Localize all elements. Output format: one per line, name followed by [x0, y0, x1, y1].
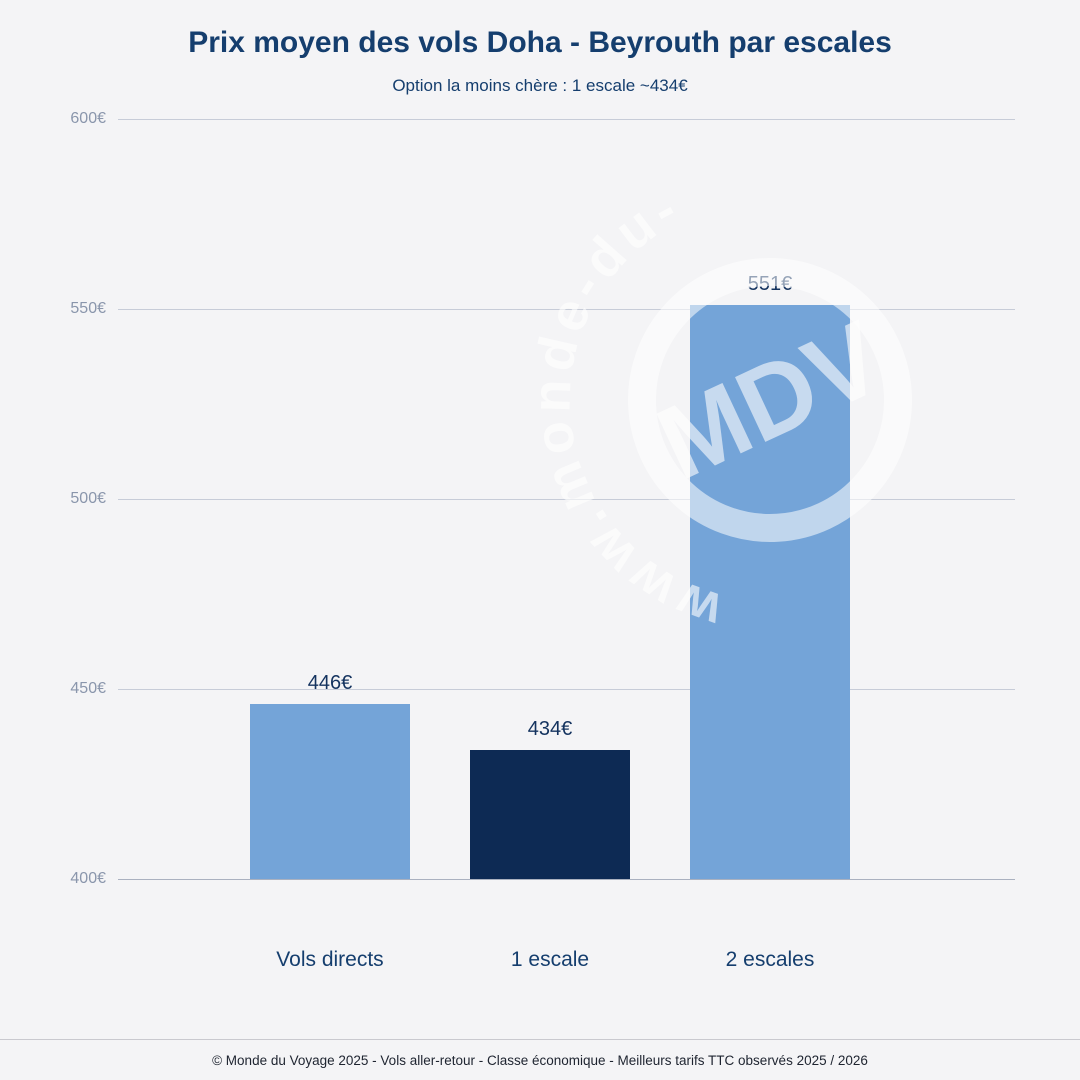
bar-2-escales — [690, 305, 850, 879]
gridline-550 — [118, 309, 1015, 310]
ytick-label-600: 600€ — [70, 110, 106, 127]
bar-vols-directs — [250, 704, 410, 879]
ytick-label-550: 550€ — [70, 300, 106, 317]
value-label-vols-directs: 446€ — [307, 672, 353, 695]
chart-title: Prix moyen des vols Doha - Beyrouth par … — [188, 26, 892, 59]
gridline-450 — [118, 689, 1015, 690]
gridline-400 — [118, 879, 1015, 880]
ytick-label-400: 400€ — [70, 870, 106, 887]
category-label-vols-directs: Vols directs — [276, 948, 384, 971]
footer: © Monde du Voyage 2025 - Vols aller-reto… — [0, 1039, 1080, 1080]
gridline-600 — [118, 119, 1015, 120]
category-label-2-escales: 2 escales — [725, 948, 815, 971]
footer-text: © Monde du Voyage 2025 - Vols aller-reto… — [212, 1052, 868, 1068]
gridline-500 — [118, 499, 1015, 500]
chart-subtitle: Option la moins chère : 1 escale ~434€ — [392, 76, 688, 95]
category-label-1-escale: 1 escale — [510, 948, 590, 971]
bar-1-escale — [470, 749, 630, 879]
ytick-label-450: 450€ — [70, 680, 106, 697]
value-label-1-escale: 434€ — [527, 717, 573, 740]
value-label-2-escales: 551€ — [747, 273, 793, 296]
ytick-label-500: 500€ — [70, 490, 106, 507]
